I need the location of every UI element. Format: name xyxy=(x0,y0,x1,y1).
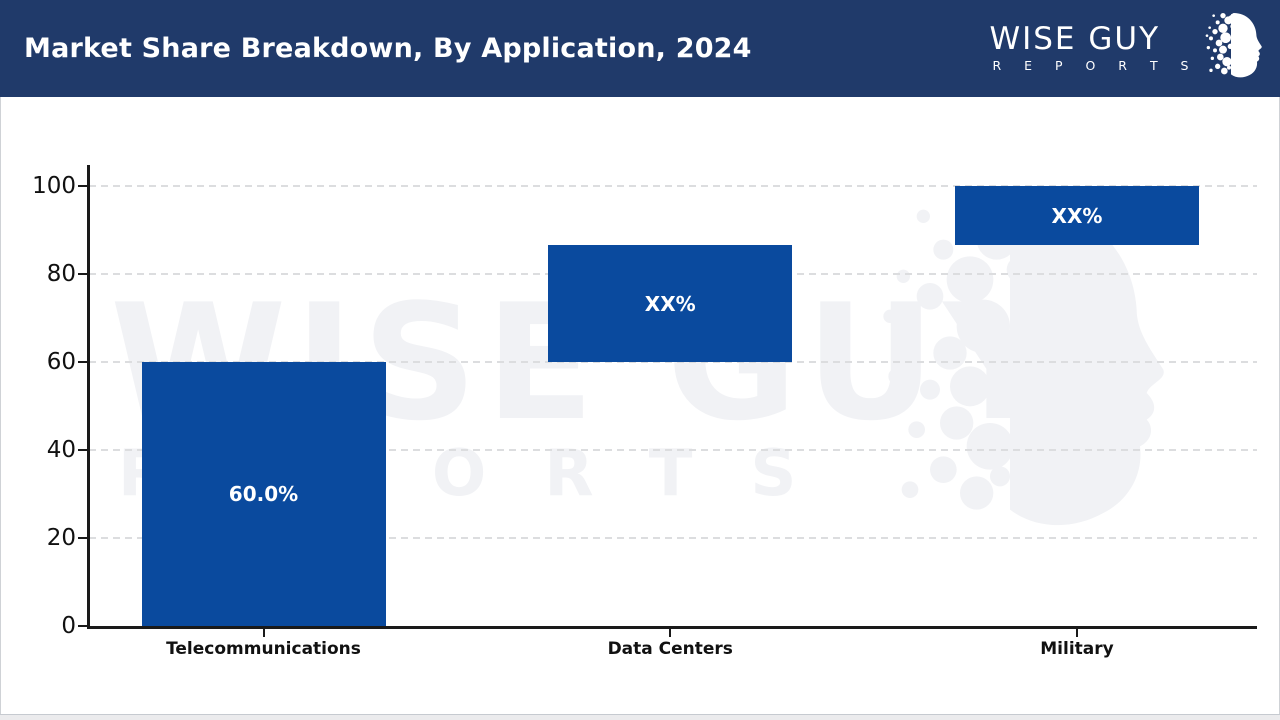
watermark-face-icon xyxy=(883,203,1164,526)
brand-logo: WISE GUY R E P O R T S xyxy=(989,9,1280,89)
x-category-label: Data Centers xyxy=(607,639,733,659)
y-tick-label: 100 xyxy=(32,173,76,199)
x-axis-spine xyxy=(87,626,1257,629)
y-gridline xyxy=(89,361,1257,363)
x-axis-tick xyxy=(262,628,265,637)
brand-name: WISE GUY xyxy=(989,21,1160,58)
y-axis-tick xyxy=(78,361,87,363)
y-tick-label: 80 xyxy=(46,261,76,287)
y-axis-tick xyxy=(78,273,87,275)
y-tick-label: 40 xyxy=(46,437,76,463)
y-axis-tick xyxy=(78,449,87,451)
bar xyxy=(955,186,1199,246)
y-gridline xyxy=(89,449,1257,451)
y-axis-tick xyxy=(78,537,87,539)
page-title: Market Share Breakdown, By Application, … xyxy=(24,33,752,64)
bar xyxy=(141,362,386,626)
y-tick-label: 20 xyxy=(46,525,76,551)
bar-value-label: XX% xyxy=(644,291,696,316)
y-gridline xyxy=(89,185,1257,187)
y-axis-spine xyxy=(87,165,90,628)
y-axis-tick xyxy=(78,625,87,627)
brand-subtitle: R E P O R T S xyxy=(992,58,1198,74)
bar-value-label: 60.0% xyxy=(228,482,299,506)
y-tick-label: 0 xyxy=(61,613,76,639)
bar xyxy=(548,245,793,362)
brand-logo-text: WISE GUY R E P O R T S xyxy=(989,24,1198,73)
brand-face-icon xyxy=(1205,12,1262,77)
x-category-label: Military xyxy=(1040,639,1114,659)
x-axis-tick xyxy=(1076,628,1078,637)
x-category-label: Telecommunications xyxy=(166,639,361,659)
y-tick-label: 60 xyxy=(46,349,76,375)
bar-value-label: XX% xyxy=(1051,203,1103,228)
y-gridline xyxy=(89,537,1257,539)
header-bar: Market Share Breakdown, By Application, … xyxy=(0,0,1280,97)
footer-strip xyxy=(0,714,1280,720)
x-axis-tick xyxy=(669,628,672,637)
y-axis-tick xyxy=(78,185,87,187)
